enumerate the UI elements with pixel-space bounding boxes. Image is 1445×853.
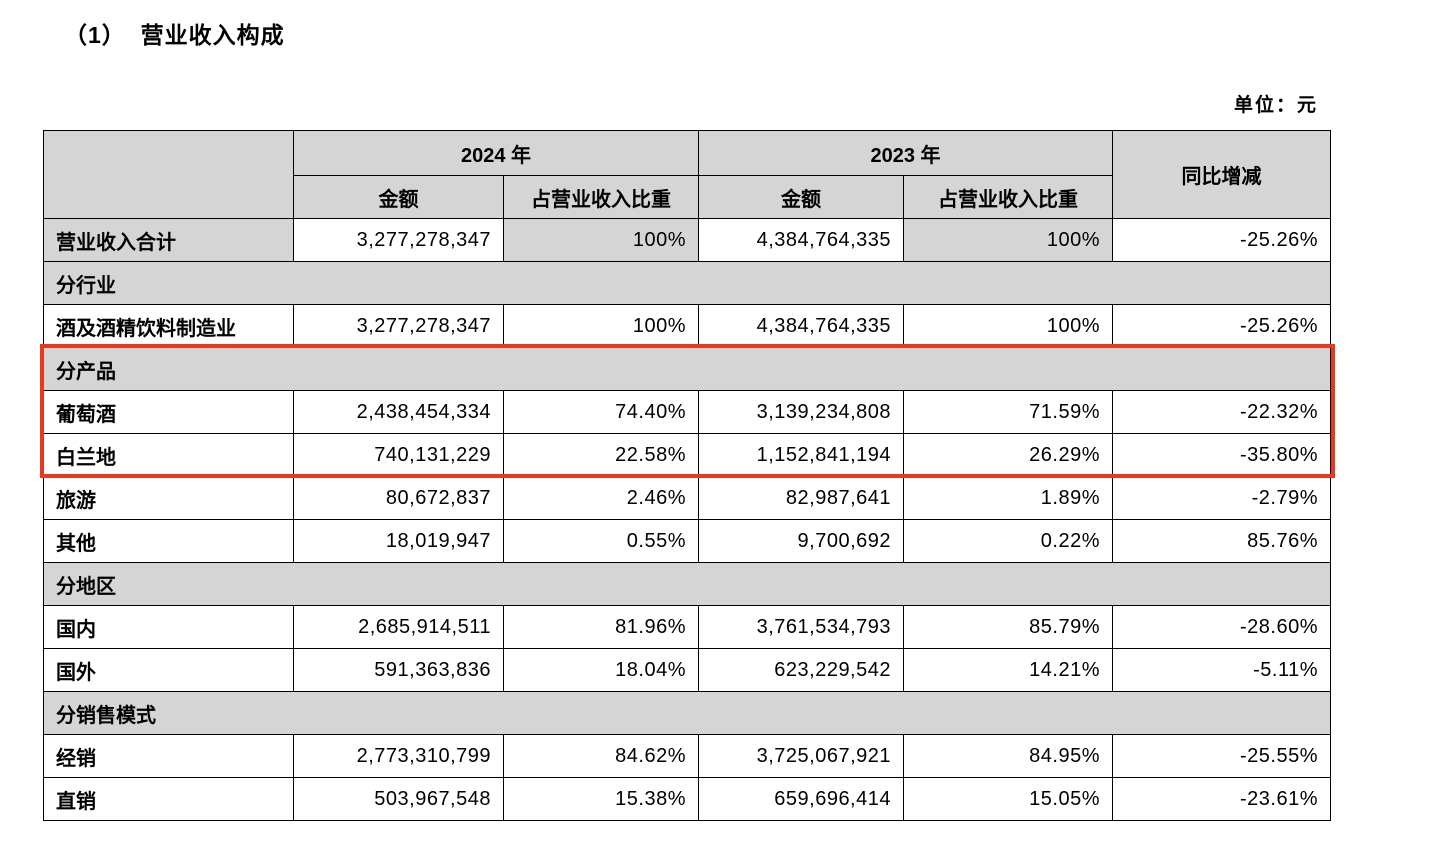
amount-2024-cell: 591,363,836 — [293, 648, 504, 692]
row-label-cell: 国外 — [43, 648, 294, 692]
row-label-cell: 经销 — [43, 734, 294, 778]
amount-2024-cell: 3,277,278,347 — [293, 218, 504, 262]
header-2023: 2023 年 — [698, 130, 1113, 176]
unit-label: 单位：元 — [1233, 95, 1318, 116]
share-2024-cell: 0.55% — [503, 519, 699, 563]
revenue-composition-table: 2024 年 2023 年 同比增减 金额 占营业收入比重 金额 占营业收入比重… — [43, 130, 1331, 821]
share-2023-cell: 100% — [903, 304, 1113, 348]
yoy-cell: -2.79% — [1112, 476, 1331, 520]
amount-2023-cell: 82,987,641 — [698, 476, 904, 520]
corner-blank-cell — [43, 130, 294, 219]
row-label-cell: 国内 — [43, 605, 294, 649]
row-label-cell: 酒及酒精饮料制造业 — [43, 304, 294, 348]
section-row-region: 分地区 — [43, 562, 1331, 606]
section-label-cell: 分销售模式 — [43, 691, 1331, 735]
header-row-years: 2024 年 2023 年 同比增减 — [43, 130, 1331, 219]
amount-2024-cell: 18,019,947 — [293, 519, 504, 563]
row-label-cell: 葡萄酒 — [43, 390, 294, 434]
amount-2024-cell: 2,773,310,799 — [293, 734, 504, 778]
share-2024-cell: 84.62% — [503, 734, 699, 778]
amount-2023-cell: 623,229,542 — [698, 648, 904, 692]
table-row: 葡萄酒 2,438,454,334 74.40% 3,139,234,808 7… — [43, 390, 1331, 434]
table-row-total: 营业收入合计 3,277,278,347 100% 4,384,764,335 … — [43, 218, 1331, 262]
share-2024-cell: 81.96% — [503, 605, 699, 649]
share-2023-cell: 71.59% — [903, 390, 1113, 434]
row-label-cell: 旅游 — [43, 476, 294, 520]
amount-2023-cell: 3,761,534,793 — [698, 605, 904, 649]
share-2023-cell: 1.89% — [903, 476, 1113, 520]
share-2023-cell: 14.21% — [903, 648, 1113, 692]
section-label-cell: 分行业 — [43, 261, 1331, 305]
share-2024-cell: 22.58% — [503, 433, 699, 477]
table-row: 国外 591,363,836 18.04% 623,229,542 14.21%… — [43, 648, 1331, 692]
share-2023-cell: 84.95% — [903, 734, 1113, 778]
share-2024-cell: 100% — [503, 304, 699, 348]
row-label-cell: 直销 — [43, 777, 294, 821]
yoy-cell: -28.60% — [1112, 605, 1331, 649]
section-label-cell: 分地区 — [43, 562, 1331, 606]
share-2024-cell: 100% — [503, 218, 699, 262]
yoy-cell: -25.26% — [1112, 304, 1331, 348]
share-2023-cell: 26.29% — [903, 433, 1113, 477]
amount-2024-cell: 740,131,229 — [293, 433, 504, 477]
amount-2023-cell: 1,152,841,194 — [698, 433, 904, 477]
row-label-cell: 其他 — [43, 519, 294, 563]
header-share-2023: 占营业收入比重 — [903, 175, 1113, 219]
amount-2023-cell: 4,384,764,335 — [698, 218, 904, 262]
row-label-cell: 白兰地 — [43, 433, 294, 477]
table-row: 旅游 80,672,837 2.46% 82,987,641 1.89% -2.… — [43, 476, 1331, 520]
yoy-cell: -5.11% — [1112, 648, 1331, 692]
yoy-cell: 85.76% — [1112, 519, 1331, 563]
share-2023-cell: 0.22% — [903, 519, 1113, 563]
row-label-cell: 营业收入合计 — [43, 218, 294, 262]
header-2024: 2024 年 — [293, 130, 699, 176]
header-row-metrics: 金额 占营业收入比重 金额 占营业收入比重 — [44, 175, 1331, 219]
amount-2024-cell: 3,277,278,347 — [293, 304, 504, 348]
section-label-cell: 分产品 — [43, 347, 1331, 391]
section-row-sales-mode: 分销售模式 — [43, 691, 1331, 735]
header-share-2024: 占营业收入比重 — [503, 175, 699, 219]
amount-2024-cell: 80,672,837 — [293, 476, 504, 520]
amount-2023-cell: 3,139,234,808 — [698, 390, 904, 434]
share-2024-cell: 74.40% — [503, 390, 699, 434]
share-2024-cell: 18.04% — [503, 648, 699, 692]
table-row: 酒及酒精饮料制造业 3,277,278,347 100% 4,384,764,3… — [43, 304, 1331, 348]
section-row-industry: 分行业 — [43, 261, 1331, 305]
table-row: 经销 2,773,310,799 84.62% 3,725,067,921 84… — [43, 734, 1331, 778]
share-2023-cell: 85.79% — [903, 605, 1113, 649]
amount-2023-cell: 3,725,067,921 — [698, 734, 904, 778]
amount-2023-cell: 9,700,692 — [698, 519, 904, 563]
page-title: （1） 营业收入构成 — [64, 22, 285, 48]
amount-2023-cell: 4,384,764,335 — [698, 304, 904, 348]
yoy-cell: -25.26% — [1112, 218, 1331, 262]
share-2023-cell: 100% — [903, 218, 1113, 262]
yoy-cell: -23.61% — [1112, 777, 1331, 821]
yoy-cell: -35.80% — [1112, 433, 1331, 477]
table-row: 直销 503,967,548 15.38% 659,696,414 15.05%… — [43, 777, 1331, 821]
amount-2024-cell: 2,438,454,334 — [293, 390, 504, 434]
amount-2024-cell: 503,967,548 — [293, 777, 504, 821]
header-amount-2023: 金额 — [698, 175, 904, 219]
table-row: 国内 2,685,914,511 81.96% 3,761,534,793 85… — [43, 605, 1331, 649]
table-row: 白兰地 740,131,229 22.58% 1,152,841,194 26.… — [43, 433, 1331, 477]
share-2024-cell: 15.38% — [503, 777, 699, 821]
table-row: 其他 18,019,947 0.55% 9,700,692 0.22% 85.7… — [43, 519, 1331, 563]
header-yoy: 同比增减 — [1112, 130, 1331, 219]
yoy-cell: -25.55% — [1112, 734, 1331, 778]
amount-2023-cell: 659,696,414 — [698, 777, 904, 821]
section-row-product: 分产品 — [43, 347, 1331, 391]
amount-2024-cell: 2,685,914,511 — [293, 605, 504, 649]
share-2023-cell: 15.05% — [903, 777, 1113, 821]
header-amount-2024: 金额 — [293, 175, 504, 219]
share-2024-cell: 2.46% — [503, 476, 699, 520]
yoy-cell: -22.32% — [1112, 390, 1331, 434]
